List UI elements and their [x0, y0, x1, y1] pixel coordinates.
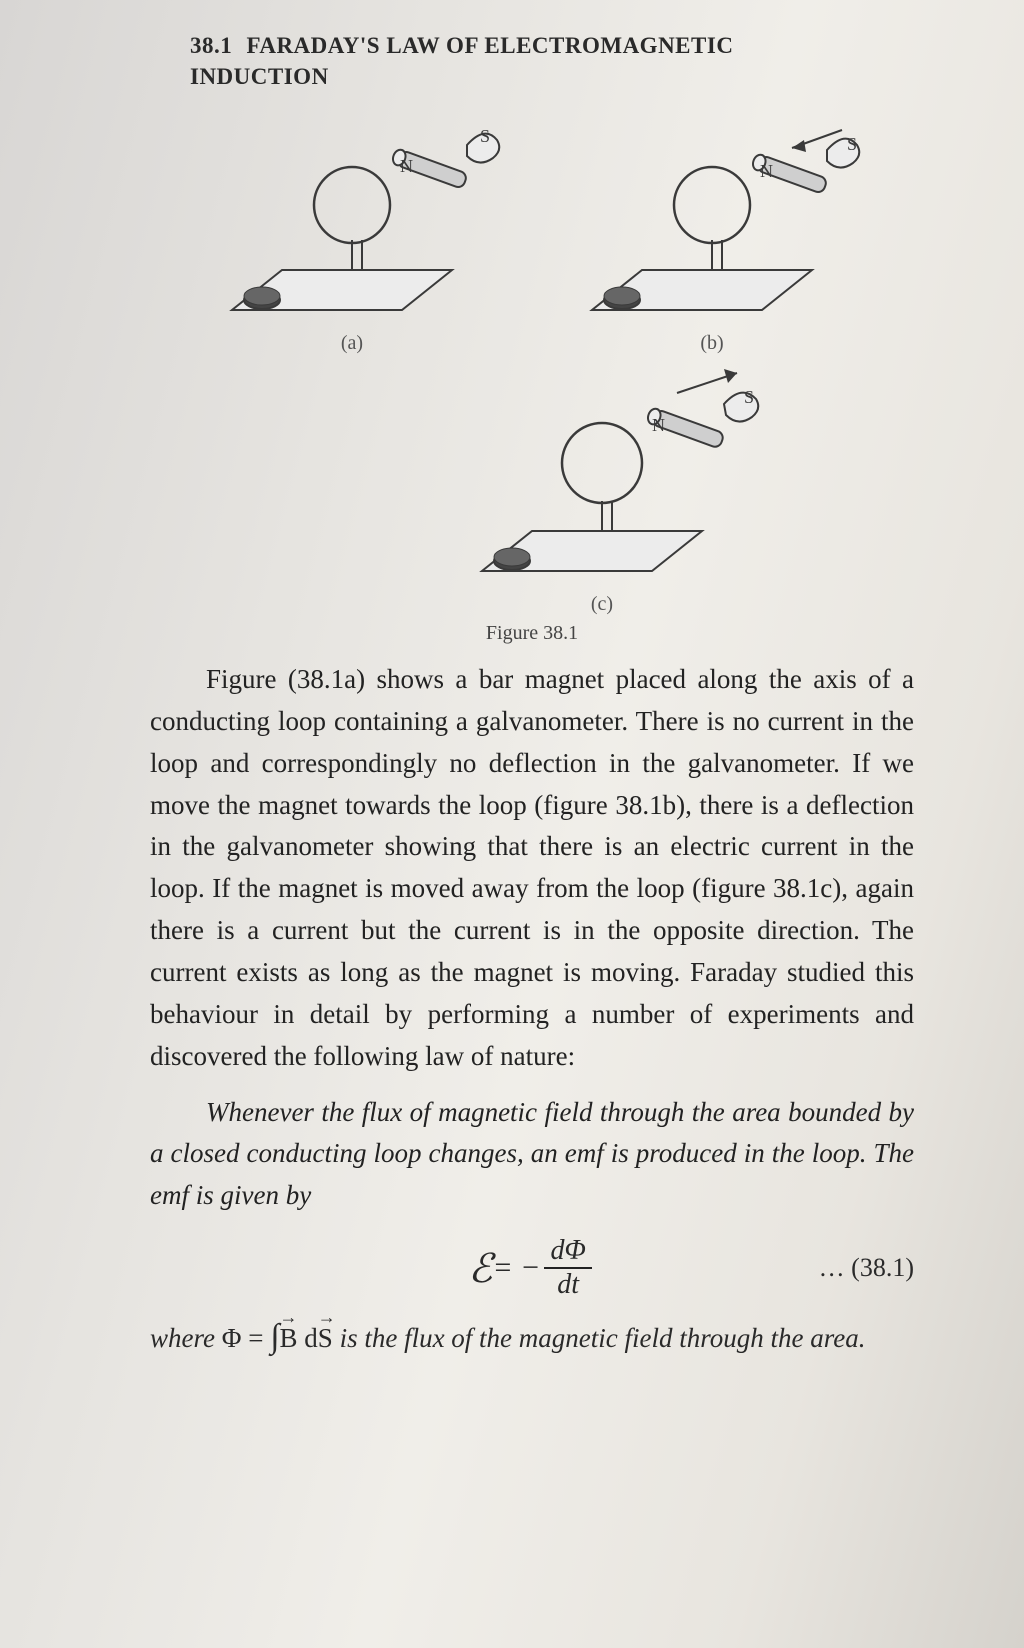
figure-row-bottom: N S (c) — [150, 361, 914, 616]
closing-text: where Φ = ∫B dS is the flux of the magne… — [150, 1311, 914, 1364]
section-number: 38.1 — [190, 30, 232, 61]
figure-c-svg: N S — [452, 361, 772, 591]
figure-c: N S (c) — [452, 361, 752, 616]
figure-b: N S (b) — [562, 110, 862, 355]
section-title-line1: FARADAY'S LAW OF ELECTROMAGNETIC — [247, 33, 734, 58]
closing-rest: is the flux of the magnetic field throug… — [333, 1323, 866, 1353]
figure-b-svg: N S — [562, 110, 862, 330]
equation-number: … (38.1) — [819, 1253, 914, 1283]
section-title-line2: INDUCTION — [190, 64, 329, 89]
figure-row-top: N S (a) — [150, 110, 914, 355]
equation-fraction: dΦ dt — [544, 1235, 591, 1301]
label-n-b: N — [760, 161, 773, 181]
faraday-law-statement: Whenever the flux of magnetic field thro… — [150, 1092, 914, 1218]
label-n-a: N — [400, 156, 413, 176]
closing-d: d — [298, 1323, 318, 1353]
figure-a-label: (a) — [202, 332, 502, 355]
figure-38-1: N S (a) — [150, 110, 914, 645]
page-content: 38.1 FARADAY'S LAW OF ELECTROMAGNETIC IN… — [0, 0, 1024, 1431]
closing-b-vec: B — [280, 1318, 298, 1360]
paragraph-1: Figure (38.1a) shows a bar magnet placed… — [150, 659, 914, 1077]
equation-lhs: ℰ — [468, 1245, 492, 1292]
equation-equals: = − — [492, 1251, 540, 1285]
figure-caption: Figure 38.1 — [150, 622, 914, 645]
figure-a: N S (a) — [202, 110, 502, 355]
label-s-c: S — [744, 387, 754, 407]
closing-s-vec: S — [318, 1318, 333, 1360]
label-n-c: N — [652, 415, 665, 435]
equation-frac-den: dt — [544, 1269, 591, 1301]
figure-a-svg: N S — [202, 110, 502, 330]
closing-integral: ∫ — [270, 1318, 279, 1355]
closing-prefix: where — [150, 1323, 222, 1353]
figure-b-label: (b) — [562, 332, 862, 355]
figure-c-label: (c) — [452, 593, 752, 616]
label-s-b: S — [847, 134, 857, 154]
equation-38-1: ℰ = − dΦ dt … (38.1) — [150, 1235, 914, 1301]
label-s-a: S — [480, 126, 490, 146]
equation-frac-num: dΦ — [544, 1235, 591, 1269]
section-heading: 38.1 FARADAY'S LAW OF ELECTROMAGNETIC IN… — [190, 30, 914, 92]
closing-phi: Φ = — [222, 1323, 270, 1353]
